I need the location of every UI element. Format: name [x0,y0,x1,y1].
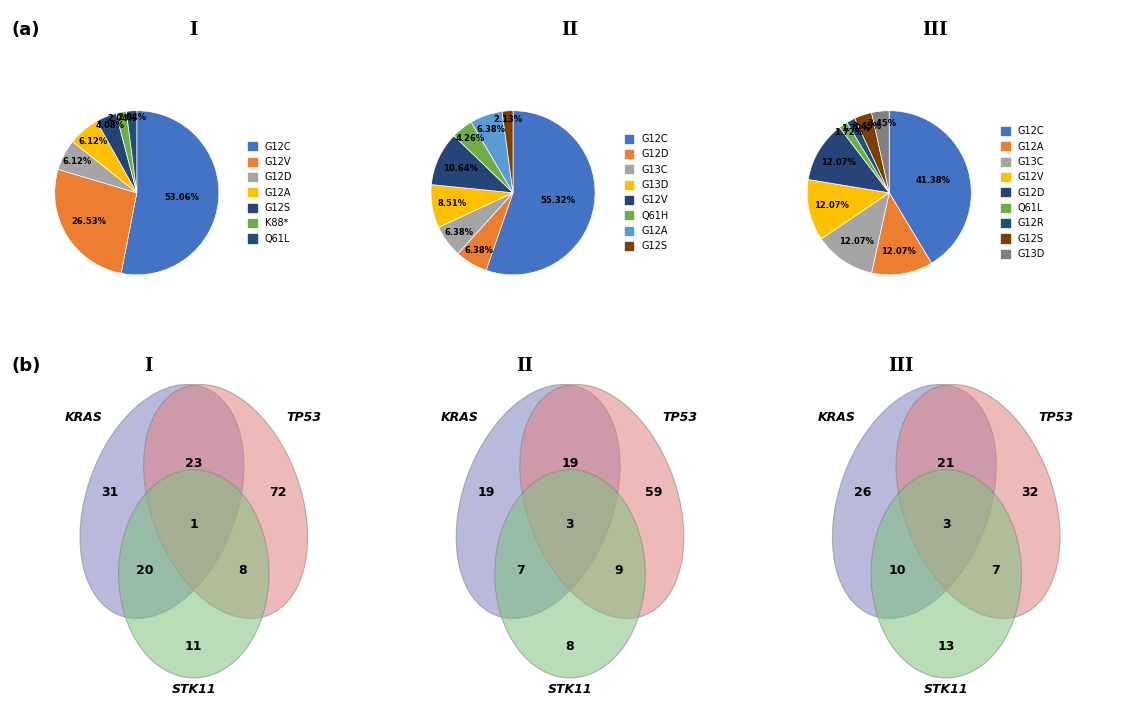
Wedge shape [847,119,889,193]
Text: 6.38%: 6.38% [477,125,505,134]
Text: 10.64%: 10.64% [443,164,479,173]
Text: (a): (a) [11,21,40,39]
Text: 1.72%: 1.72% [841,124,870,134]
Text: 6.38%: 6.38% [445,228,473,237]
Text: TP53: TP53 [1039,411,1074,424]
Text: 41.38%: 41.38% [915,176,950,185]
Text: 1: 1 [189,518,198,531]
Text: 8.51%: 8.51% [438,198,467,208]
Text: STK11: STK11 [547,683,593,696]
Text: 6.38%: 6.38% [464,246,494,255]
Text: 9: 9 [614,564,624,578]
Text: 4.26%: 4.26% [455,134,484,143]
Wedge shape [855,113,889,193]
Wedge shape [872,111,889,193]
Text: 4.08%: 4.08% [95,121,124,131]
Text: I: I [144,357,153,375]
Text: 10: 10 [888,564,906,578]
Text: III: III [888,357,913,375]
Text: III: III [922,21,947,39]
Text: 12.07%: 12.07% [821,158,856,167]
Wedge shape [431,185,513,227]
Text: 19: 19 [478,486,495,499]
Text: 6.12%: 6.12% [79,137,108,146]
Ellipse shape [896,384,1060,618]
Legend: G12C, G12V, G12D, G12A, G12S, K88*, Q61L: G12C, G12V, G12D, G12A, G12S, K88*, Q61L [249,142,292,243]
Legend: G12C, G12D, G13C, G13D, G12V, Q61H, G12A, G12S: G12C, G12D, G13C, G13D, G12V, Q61H, G12A… [625,134,668,251]
Text: 12.07%: 12.07% [839,237,873,246]
Text: 26.53%: 26.53% [72,217,106,226]
Ellipse shape [144,384,308,618]
Text: 21: 21 [937,458,955,471]
Text: 12.07%: 12.07% [814,201,849,210]
Wedge shape [73,121,137,193]
Text: KRAS: KRAS [65,411,103,424]
Text: 55.32%: 55.32% [540,196,575,205]
Text: 2.13%: 2.13% [494,114,522,124]
Wedge shape [889,111,971,263]
Wedge shape [458,193,513,271]
Wedge shape [454,122,513,193]
Wedge shape [872,193,931,275]
Text: 6.12%: 6.12% [63,157,91,166]
Wedge shape [471,111,513,193]
Text: 2.04%: 2.04% [108,114,137,124]
Text: 7: 7 [516,564,526,578]
Text: 3: 3 [942,518,951,531]
Wedge shape [127,111,137,193]
Ellipse shape [520,384,684,618]
Wedge shape [486,111,595,275]
Text: STK11: STK11 [923,683,969,696]
Wedge shape [97,114,137,193]
Text: 13: 13 [937,640,955,653]
Text: 31: 31 [101,486,119,499]
Wedge shape [439,193,513,253]
Text: 53.06%: 53.06% [164,193,200,201]
Text: KRAS: KRAS [441,411,479,424]
Text: 8: 8 [238,564,247,578]
Wedge shape [807,179,889,238]
Wedge shape [121,111,219,275]
Text: 3.45%: 3.45% [868,119,896,128]
Text: 23: 23 [185,458,203,471]
Text: 26: 26 [854,486,871,499]
Wedge shape [116,111,137,193]
Text: 7: 7 [991,564,1000,578]
Ellipse shape [495,470,645,678]
Text: I: I [189,21,198,39]
Text: STK11: STK11 [171,683,217,696]
Text: II: II [562,21,578,39]
Wedge shape [839,122,889,193]
Text: KRAS: KRAS [817,411,855,424]
Wedge shape [58,141,137,193]
Text: 20: 20 [136,564,154,578]
Text: 2.04%: 2.04% [117,113,146,122]
Wedge shape [431,136,513,193]
Wedge shape [808,127,889,193]
Text: 72: 72 [269,486,286,499]
Wedge shape [502,111,513,193]
Text: 3.45%: 3.45% [853,122,881,131]
Text: II: II [516,357,532,375]
Text: TP53: TP53 [286,411,321,424]
Text: (b): (b) [11,357,41,375]
Ellipse shape [456,384,620,618]
Text: 12.07%: 12.07% [881,246,917,256]
Text: TP53: TP53 [662,411,698,424]
Text: 11: 11 [185,640,203,653]
Wedge shape [55,169,137,273]
Text: 8: 8 [565,640,575,653]
Ellipse shape [832,384,996,618]
Text: 19: 19 [561,458,579,471]
Ellipse shape [80,384,244,618]
Legend: G12C, G12A, G13C, G12V, G12D, Q61L, G12R, G12S, G13D: G12C, G12A, G13C, G12V, G12D, Q61L, G12R… [1001,126,1044,259]
Text: 32: 32 [1021,486,1039,499]
Text: 1.72%: 1.72% [834,129,863,138]
Text: 3: 3 [565,518,575,531]
Ellipse shape [871,470,1021,678]
Text: 59: 59 [645,486,662,499]
Wedge shape [821,193,889,273]
Ellipse shape [119,470,269,678]
